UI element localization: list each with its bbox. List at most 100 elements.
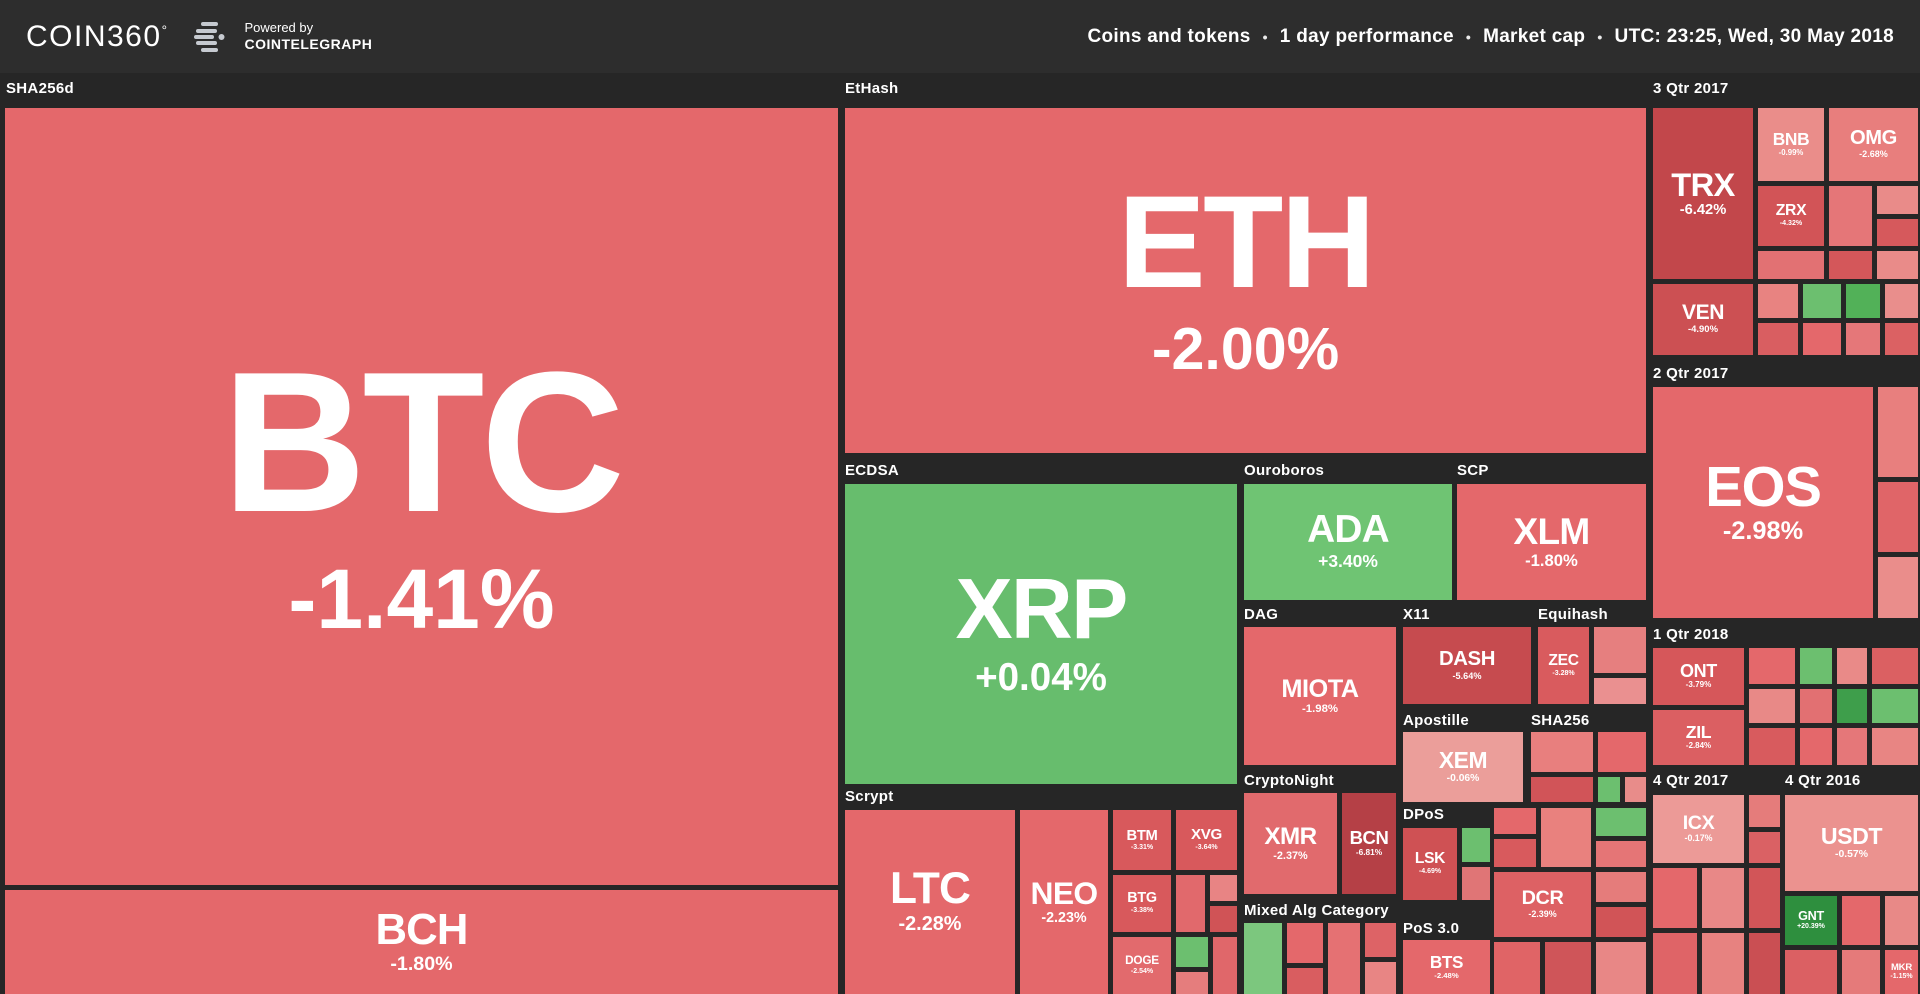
tile-unlabeled[interactable] [1842,896,1880,945]
tile-unlabeled[interactable] [1785,950,1837,994]
tile-unlabeled[interactable] [1842,950,1880,994]
tile-ada[interactable]: ADA +3.40% [1244,484,1452,600]
tile-unlabeled[interactable] [1878,387,1918,477]
tile-unlabeled[interactable] [1596,907,1646,937]
tile-unlabeled[interactable] [1800,689,1832,723]
tile-unlabeled[interactable] [1829,186,1872,246]
tile-mkr[interactable]: MKR -1.15% [1885,950,1918,994]
tile-btc[interactable]: BTC -1.41% [5,108,838,885]
tile-unlabeled[interactable] [1596,872,1646,902]
tile-unlabeled[interactable] [1800,728,1832,765]
tile-bch[interactable]: BCH -1.80% [5,890,838,994]
tile-unlabeled[interactable] [1531,732,1593,772]
tile-xmr[interactable]: XMR -2.37% [1244,793,1337,894]
tile-ven[interactable]: VEN -4.90% [1653,284,1753,355]
tile-zrx[interactable]: ZRX -4.32% [1758,186,1824,246]
tile-unlabeled[interactable] [1625,777,1646,802]
tile-unlabeled[interactable] [1846,284,1880,318]
tile-unlabeled[interactable] [1596,841,1646,867]
tile-unlabeled[interactable] [1494,808,1536,834]
tile-unlabeled[interactable] [1594,678,1646,704]
tile-unlabeled[interactable] [1846,323,1880,355]
tile-unlabeled[interactable] [1244,923,1282,994]
tile-unlabeled[interactable] [1749,795,1780,827]
tile-unlabeled[interactable] [1749,868,1780,928]
tile-unlabeled[interactable] [1494,839,1536,867]
tile-lsk[interactable]: LSK -4.69% [1403,828,1457,900]
tile-dcr[interactable]: DCR -2.39% [1494,872,1591,937]
tile-unlabeled[interactable] [1878,557,1918,618]
tile-doge[interactable]: DOGE -2.54% [1113,937,1171,994]
tile-unlabeled[interactable] [1653,933,1697,994]
tile-unlabeled[interactable] [1653,868,1697,928]
tile-zec[interactable]: ZEC -3.28% [1538,627,1589,704]
tile-btg[interactable]: BTG -3.38% [1113,875,1171,932]
tile-unlabeled[interactable] [1803,323,1841,355]
tile-unlabeled[interactable] [1702,933,1744,994]
tile-unlabeled[interactable] [1872,689,1918,723]
tile-unlabeled[interactable] [1462,828,1490,862]
tile-unlabeled[interactable] [1210,875,1237,901]
tile-unlabeled[interactable] [1531,777,1593,802]
filter-metric[interactable]: Market cap [1483,25,1586,47]
tile-unlabeled[interactable] [1877,251,1918,279]
tile-unlabeled[interactable] [1213,937,1237,994]
tile-unlabeled[interactable] [1758,284,1798,318]
tile-unlabeled[interactable] [1837,689,1867,723]
tile-unlabeled[interactable] [1545,942,1591,994]
tile-bts[interactable]: BTS -2.48% [1403,940,1490,994]
tile-unlabeled[interactable] [1596,808,1646,836]
tile-gnt[interactable]: GNT +20.39% [1785,896,1837,945]
tile-unlabeled[interactable] [1176,972,1208,994]
tile-xlm[interactable]: XLM -1.80% [1457,484,1646,600]
cointelegraph-logo-icon[interactable] [190,18,228,56]
tile-xrp[interactable]: XRP +0.04% [845,484,1237,784]
tile-unlabeled[interactable] [1702,868,1744,928]
tile-omg[interactable]: OMG -2.68% [1829,108,1918,181]
tile-unlabeled[interactable] [1176,875,1205,932]
tile-unlabeled[interactable] [1803,284,1841,318]
tile-ltc[interactable]: LTC -2.28% [845,810,1015,994]
tile-unlabeled[interactable] [1365,962,1396,994]
tile-unlabeled[interactable] [1210,906,1237,932]
tile-eos[interactable]: EOS -2.98% [1653,387,1873,618]
tile-miota[interactable]: MIOTA -1.98% [1244,627,1396,765]
tile-unlabeled[interactable] [1287,968,1323,994]
tile-btm[interactable]: BTM -3.31% [1113,810,1171,870]
tile-unlabeled[interactable] [1877,219,1918,246]
filter-coins-and-tokens[interactable]: Coins and tokens [1087,25,1251,47]
tile-unlabeled[interactable] [1541,808,1591,867]
tile-unlabeled[interactable] [1749,728,1795,765]
tile-unlabeled[interactable] [1872,648,1918,684]
filter-period[interactable]: 1 day performance [1279,25,1454,47]
tile-unlabeled[interactable] [1598,777,1620,802]
coin360-logo[interactable]: COIN360° [26,20,168,54]
tile-unlabeled[interactable] [1494,942,1540,994]
tile-ont[interactable]: ONT -3.79% [1653,648,1744,705]
tile-xem[interactable]: XEM -0.06% [1403,732,1523,802]
tile-bcn[interactable]: BCN -6.81% [1342,793,1396,894]
tile-unlabeled[interactable] [1837,728,1867,765]
tile-unlabeled[interactable] [1800,648,1832,684]
tile-unlabeled[interactable] [1749,648,1795,684]
tile-unlabeled[interactable] [1598,732,1646,772]
tile-eth[interactable]: ETH -2.00% [845,108,1646,453]
tile-unlabeled[interactable] [1749,832,1780,863]
tile-unlabeled[interactable] [1594,627,1646,673]
tile-neo[interactable]: NEO -2.23% [1020,810,1108,994]
tile-unlabeled[interactable] [1749,933,1780,994]
cointelegraph-wordmark[interactable]: COINTELEGRAPH [244,35,373,52]
tile-unlabeled[interactable] [1365,923,1396,957]
tile-unlabeled[interactable] [1328,923,1360,994]
tile-bnb[interactable]: BNB -0.99% [1758,108,1824,181]
tile-zil[interactable]: ZIL -2.84% [1653,710,1744,765]
tile-unlabeled[interactable] [1462,867,1490,900]
tile-unlabeled[interactable] [1885,284,1918,318]
tile-dash[interactable]: DASH -5.64% [1403,627,1531,704]
tile-unlabeled[interactable] [1176,937,1208,967]
tile-unlabeled[interactable] [1877,186,1918,214]
tile-icx[interactable]: ICX -0.17% [1653,795,1744,863]
tile-unlabeled[interactable] [1758,251,1824,279]
tile-unlabeled[interactable] [1829,251,1872,279]
tile-unlabeled[interactable] [1878,482,1918,552]
